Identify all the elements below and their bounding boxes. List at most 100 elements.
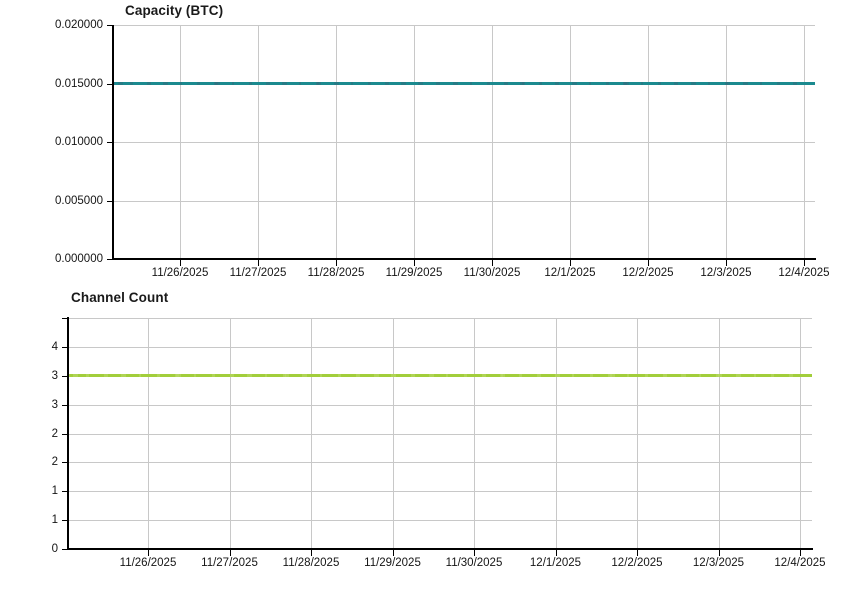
x-axis-tick <box>258 260 259 266</box>
gridline-vertical <box>637 318 638 549</box>
series-data-point <box>572 82 577 85</box>
y-axis-tick <box>107 259 113 260</box>
series-data-point <box>283 374 286 378</box>
x-axis-label: 12/1/2025 <box>544 267 596 279</box>
gridline-horizontal <box>68 404 812 406</box>
gridline-vertical <box>229 318 231 549</box>
series-data-point <box>285 374 289 378</box>
gridline-vertical <box>148 318 149 549</box>
series-data-point <box>212 374 215 378</box>
series-data-point <box>716 374 719 378</box>
series-data-point <box>464 374 467 378</box>
series-data-point <box>356 374 360 378</box>
series-data-point <box>726 82 730 85</box>
gridline-vertical <box>311 318 312 549</box>
series-data-point <box>232 82 234 85</box>
gridline-horizontal <box>68 462 812 464</box>
series-data-point <box>393 374 396 378</box>
gridline-horizontal <box>68 318 812 319</box>
series-data-point <box>374 374 379 378</box>
series-data-point <box>522 82 524 85</box>
x-axis-tick <box>726 260 727 266</box>
series-data-point <box>118 82 123 85</box>
series-data-point <box>663 374 667 378</box>
series-data-point <box>589 82 591 85</box>
x-axis-tick <box>718 550 720 556</box>
x-axis-label: 11/30/2025 <box>445 557 503 569</box>
series-data-point <box>338 374 341 378</box>
y-axis-tick <box>62 549 68 550</box>
series-data-point <box>674 82 678 85</box>
x-axis-tick <box>180 260 181 266</box>
gridline-vertical <box>718 318 720 549</box>
series-data-point <box>420 82 423 85</box>
series-data-point <box>320 374 322 378</box>
series-data-point <box>130 82 133 85</box>
series-data-point <box>691 82 696 85</box>
gridline-horizontal <box>68 346 812 348</box>
y-axis-label: 2 <box>51 427 58 440</box>
x-axis-tick <box>311 550 312 556</box>
capacity-plot-area[interactable] <box>113 25 815 260</box>
series-data-point <box>645 374 648 378</box>
y-axis-tick <box>107 83 113 85</box>
series-data-point <box>334 82 339 85</box>
series-data-point <box>436 82 440 85</box>
channel-count-plot-area[interactable] <box>68 318 812 550</box>
series-data-point <box>610 374 615 378</box>
x-axis-label: 11/30/2025 <box>463 267 521 279</box>
channel-count-chart-title: Channel Count <box>71 290 169 305</box>
series-data-point <box>777 82 780 85</box>
series-data-point <box>401 82 406 85</box>
series-data-point <box>180 82 182 85</box>
y-axis-tick <box>62 520 68 522</box>
series-line-channel-count[interactable] <box>68 374 812 378</box>
y-axis-tick <box>107 142 113 143</box>
x-axis-label: 11/27/2025 <box>229 267 287 279</box>
gridline-horizontal <box>113 142 815 143</box>
series-data-point <box>482 374 486 378</box>
x-axis-tick <box>800 550 801 556</box>
x-axis-label: 11/26/2025 <box>151 267 209 279</box>
series-data-point <box>627 374 629 378</box>
series-data-point <box>641 82 643 85</box>
x-axis-label: 12/3/2025 <box>700 267 752 279</box>
y-axis-label: 0.015000 <box>55 77 103 90</box>
gridline-vertical <box>492 25 493 259</box>
y-axis-tick <box>62 318 68 319</box>
series-data-point <box>265 374 267 378</box>
series-data-point <box>230 374 234 378</box>
gridline-vertical <box>804 25 805 259</box>
x-axis-tick <box>637 550 638 556</box>
series-data-point <box>194 374 196 378</box>
capacity-x-axis <box>112 258 816 260</box>
series-data-point <box>86 374 89 378</box>
series-data-point <box>391 374 393 378</box>
series-line-capacity[interactable] <box>113 82 815 85</box>
x-axis-label: 12/3/2025 <box>692 557 745 569</box>
y-axis-tick <box>62 404 68 406</box>
gridline-vertical <box>414 25 415 259</box>
series-data-point <box>539 82 542 85</box>
series-data-point <box>385 82 389 85</box>
series-data-point <box>537 374 541 378</box>
series-data-point <box>572 374 574 378</box>
y-axis-tick <box>62 375 68 377</box>
x-axis-tick <box>414 260 415 266</box>
series-data-point <box>681 374 686 378</box>
channel-count-y-axis <box>67 317 69 550</box>
series-data-point <box>789 374 793 378</box>
series-data-point <box>139 374 141 378</box>
gridline-horizontal <box>68 491 812 493</box>
series-data-point <box>176 374 181 378</box>
series-data-point <box>317 82 321 85</box>
gridline-vertical <box>336 25 337 259</box>
series-data-point <box>771 374 774 378</box>
series-data-point <box>487 82 490 85</box>
y-axis-tick <box>62 462 68 464</box>
x-axis-label: 12/4/2025 <box>778 267 830 279</box>
gridline-horizontal <box>68 520 812 522</box>
series-data-point <box>754 374 756 378</box>
series-data-point <box>446 374 448 378</box>
